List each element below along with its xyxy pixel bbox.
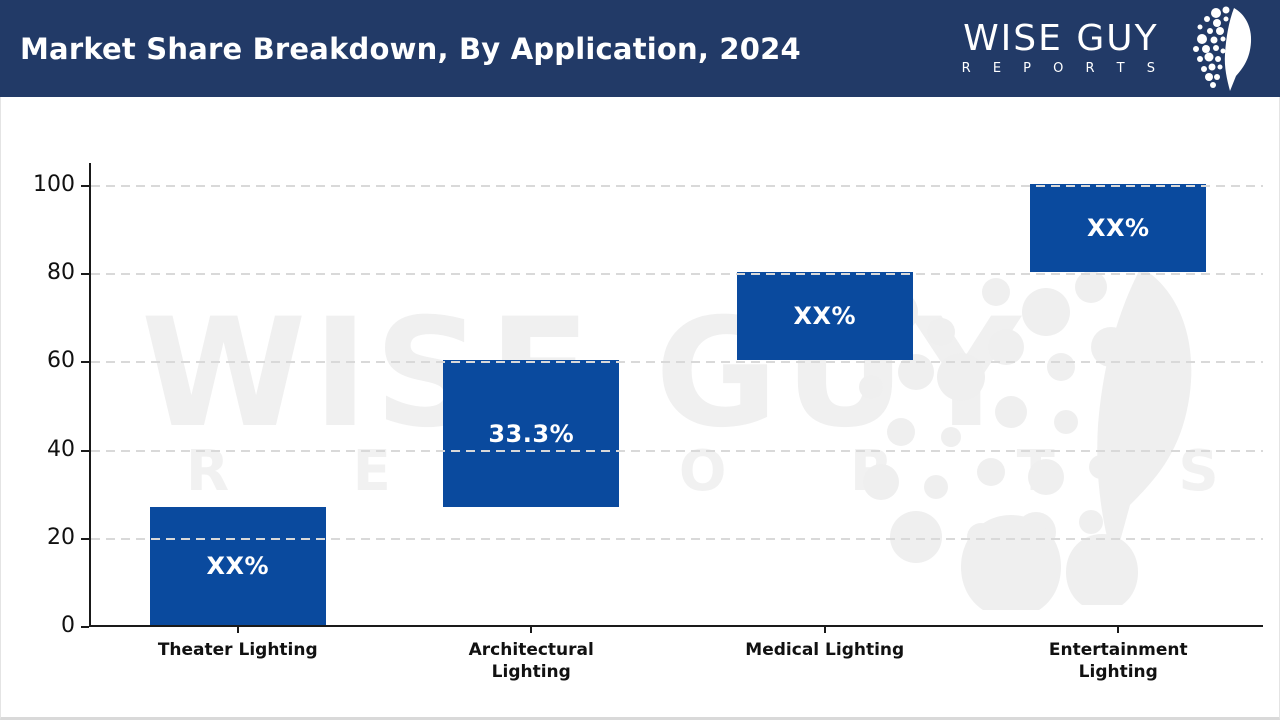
- x-tick-architectural-lighting: [530, 625, 533, 633]
- waterfall-bar-entertainment-lighting: XX%: [1030, 184, 1207, 273]
- page-title: Market Share Breakdown, By Application, …: [20, 31, 801, 66]
- x-tick-label-architectural-lighting: Architectural Lighting: [468, 640, 594, 683]
- gridline-60: [91, 361, 1263, 364]
- x-tick-label-theater-lighting: Theater Lighting: [157, 640, 318, 660]
- y-tick-60: [81, 361, 89, 364]
- bar-value-label-theater-lighting: XX%: [206, 552, 270, 581]
- x-tick-label-medical-lighting: Medical Lighting: [745, 640, 905, 660]
- y-tick-0: [81, 626, 89, 628]
- logo-wordmark-main: WISE GUY: [963, 18, 1159, 59]
- gridline-20: [91, 537, 1263, 540]
- y-tick-40: [81, 449, 89, 452]
- y-tick-20: [81, 537, 89, 540]
- y-tick-label-0: 0: [61, 613, 75, 638]
- header-bar: Market Share Breakdown, By Application, …: [0, 0, 1280, 97]
- gridline-100: [91, 185, 1263, 187]
- x-tick-medical-lighting: [823, 625, 826, 633]
- gridline-40: [91, 449, 1263, 452]
- bar-value-label-architectural-lighting: 33.3%: [488, 419, 575, 448]
- logo-head-icon: [1193, 6, 1252, 91]
- bar-value-label-medical-lighting: XX%: [793, 302, 857, 331]
- logo-wordmark: WISE GUY R E P O R T S: [958, 18, 1164, 77]
- y-tick-100: [81, 185, 89, 187]
- y-tick-label-80: 80: [47, 260, 75, 286]
- wise-guy-logo: WISE GUY R E P O R T S: [958, 6, 1254, 92]
- plot-area: XX% 33.3% XX% XX% 0 20 40 60 80 100 Theater Lighti…: [33, 163, 1263, 682]
- y-tick-label-60: 60: [47, 348, 75, 374]
- bar-value-label-entertainment-lighting: XX%: [1086, 214, 1150, 243]
- waterfall-bar-theater-lighting: XX%: [149, 507, 326, 625]
- logo-wordmark-sub: R E P O R T S: [961, 61, 1164, 76]
- chart-region: WISE GUY R E P O R T S XX% 33.3% XX% XX% 0 20…: [0, 97, 1280, 720]
- y-tick-label-40: 40: [47, 436, 75, 462]
- x-tick-entertainment-lighting: [1117, 625, 1120, 633]
- gridline-80: [91, 273, 1263, 276]
- x-tick-label-entertainment-lighting: Entertainment Lighting: [1048, 640, 1188, 683]
- y-tick-label-20: 20: [47, 524, 75, 550]
- watermark-head-icon: [835, 267, 1192, 610]
- waterfall-bar-medical-lighting: XX%: [736, 272, 913, 361]
- y-tick-80: [81, 273, 89, 276]
- x-tick-theater-lighting: [236, 625, 239, 633]
- waterfall-bar-architectural-lighting: 33.3%: [443, 360, 620, 508]
- y-tick-label-100: 100: [33, 172, 75, 197]
